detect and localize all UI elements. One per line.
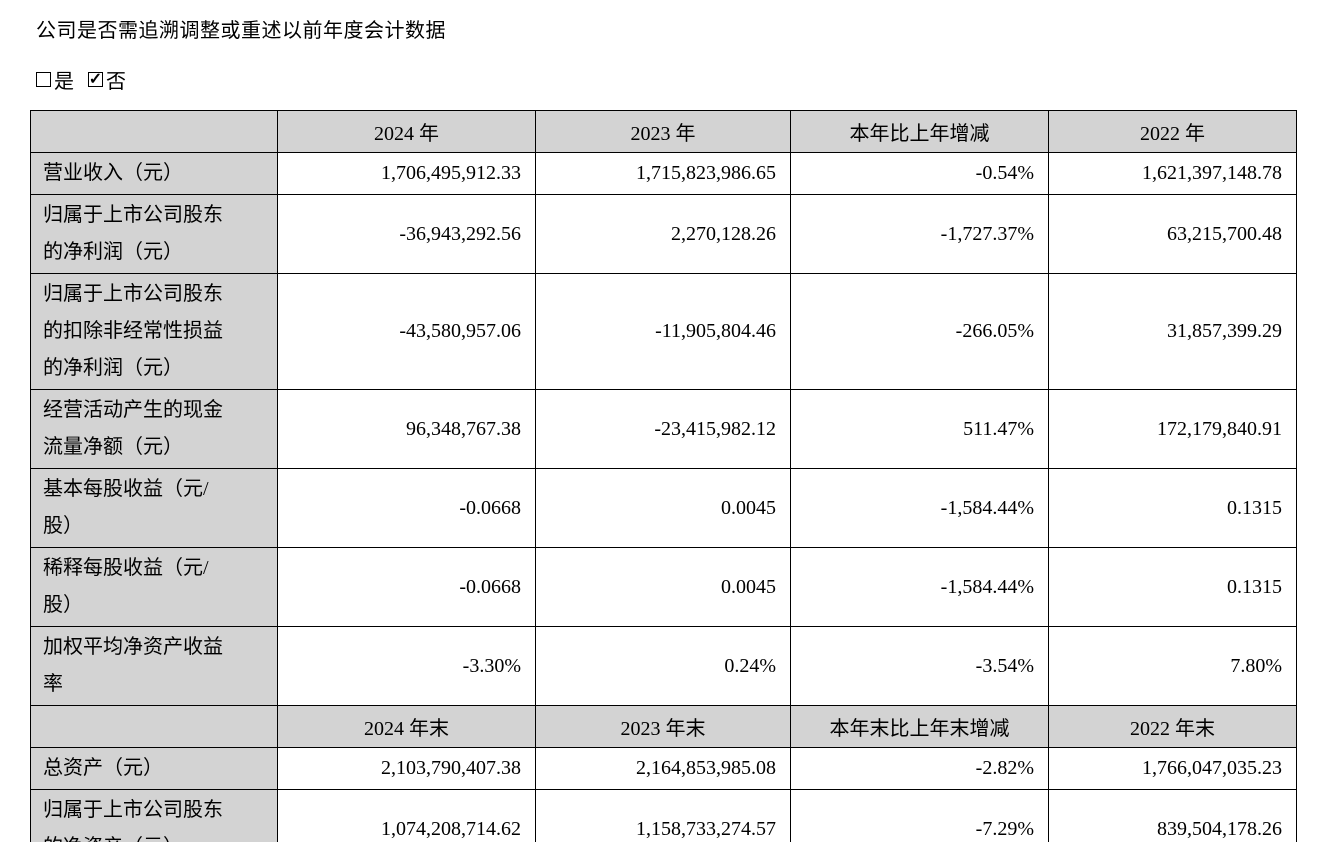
table-header-row: 2024 年末 2023 年末 本年末比上年末增减 2022 年末 — [30, 705, 1297, 748]
value-cell: -1,727.37% — [790, 194, 1049, 274]
row-label: 营业收入（元） — [30, 152, 278, 195]
financial-table-body: 2024 年 2023 年本年比上年增减 2022 年营业收入（元） 1,706,49… — [30, 110, 1297, 842]
value-cell: -36,943,292.56 — [277, 194, 536, 274]
value-cell: 2,103,790,407.38 — [277, 747, 536, 790]
financial-table: 2024 年 2023 年本年比上年增减 2022 年营业收入（元） 1,706,49… — [30, 110, 1297, 842]
row-label: 总资产（元） — [30, 747, 278, 790]
row-label: 基本每股收益（元/ 股） — [30, 468, 278, 548]
value-cell: 2,164,853,985.08 — [535, 747, 791, 790]
value-cell: 96,348,767.38 — [277, 389, 536, 469]
option-label: 否 — [106, 71, 126, 93]
checkbox-checked-icon: ✓ — [88, 70, 103, 88]
row-label: 归属于上市公司股东 的扣除非经常性损益 的净利润（元） — [30, 273, 278, 390]
value-cell: -3.54% — [790, 626, 1049, 706]
value-cell: 839,504,178.26 — [1048, 789, 1297, 842]
value-cell: -7.29% — [790, 789, 1049, 842]
value-cell: 2,270,128.26 — [535, 194, 791, 274]
value-cell: 0.0045 — [535, 468, 791, 548]
value-cell: -1,584.44% — [790, 468, 1049, 548]
table-row: 归属于上市公司股东 的净利润（元） -36,943,292.56 2,270,128… — [30, 194, 1297, 274]
value-cell: -1,584.44% — [790, 547, 1049, 627]
table-row: 总资产（元） 2,103,790,407.38 2,164,853,985.08 -2… — [30, 747, 1297, 790]
value-cell: -0.0668 — [277, 547, 536, 627]
value-cell: 511.47% — [790, 389, 1049, 469]
value-cell: 1,621,397,148.78 — [1048, 152, 1297, 195]
table-row: 稀释每股收益（元/ 股） -0.0668 0.0045 -1,584.44% 0.131… — [30, 547, 1297, 627]
value-cell: 0.1315 — [1048, 547, 1297, 627]
value-cell: 172,179,840.91 — [1048, 389, 1297, 469]
value-cell: 0.0045 — [535, 547, 791, 627]
value-cell: 0.24% — [535, 626, 791, 706]
option-yes: 是 — [36, 65, 74, 94]
table-row: 归属于上市公司股东 的扣除非经常性损益 的净利润（元） -43,580,957.0… — [30, 273, 1297, 390]
value-cell: 63,215,700.48 — [1048, 194, 1297, 274]
value-cell: -0.54% — [790, 152, 1049, 195]
value-cell: 1,074,208,714.62 — [277, 789, 536, 842]
table-row: 归属于上市公司股东 的净资产（元）1,074,208,714.621,158,7… — [30, 789, 1297, 842]
value-cell: 1,706,495,912.33 — [277, 152, 536, 195]
value-cell: -0.0668 — [277, 468, 536, 548]
option-no: ✓ 否 — [88, 65, 126, 94]
checkbox-unchecked-icon — [36, 72, 51, 87]
row-label: 归属于上市公司股东 的净资产（元） — [30, 789, 278, 842]
table-row: 经营活动产生的现金 流量净额（元） 96,348,767.38 -23,415,98… — [30, 389, 1297, 469]
value-cell: 1,766,047,035.23 — [1048, 747, 1297, 790]
column-header: 本年比上年增减 — [790, 110, 1049, 153]
value-cell: -11,905,804.46 — [535, 273, 791, 390]
value-cell: 1,158,733,274.57 — [535, 789, 791, 842]
row-label: 归属于上市公司股东 的净利润（元） — [30, 194, 278, 274]
value-cell: -23,415,982.12 — [535, 389, 791, 469]
value-cell: -266.05% — [790, 273, 1049, 390]
column-header: 2024 年末 — [277, 705, 536, 748]
corner-header-cell — [30, 705, 278, 748]
column-header: 本年末比上年末增减 — [790, 705, 1049, 748]
row-label: 稀释每股收益（元/ 股） — [30, 547, 278, 627]
corner-header-cell — [30, 110, 278, 153]
value-cell: 7.80% — [1048, 626, 1297, 706]
column-header: 2023 年末 — [535, 705, 791, 748]
value-cell: 31,857,399.29 — [1048, 273, 1297, 390]
value-cell: -2.82% — [790, 747, 1049, 790]
table-row: 基本每股收益（元/ 股） -0.0668 0.0045 -1,584.44% 0.131… — [30, 468, 1297, 548]
column-header: 2022 年 — [1048, 110, 1297, 153]
value-cell: -43,580,957.06 — [277, 273, 536, 390]
value-cell: 0.1315 — [1048, 468, 1297, 548]
restate-options: 是 ✓ 否 — [36, 65, 1296, 94]
row-label: 加权平均净资产收益 率 — [30, 626, 278, 706]
table-row: 营业收入（元） 1,706,495,912.33 1,715,823,986.65-… — [30, 152, 1297, 195]
row-label: 经营活动产生的现金 流量净额（元） — [30, 389, 278, 469]
value-cell: 1,715,823,986.65 — [535, 152, 791, 195]
table-header-row: 2024 年 2023 年本年比上年增减 2022 年 — [30, 110, 1297, 153]
value-cell: -3.30% — [277, 626, 536, 706]
column-header: 2024 年 — [277, 110, 536, 153]
column-header: 2022 年末 — [1048, 705, 1297, 748]
option-label: 是 — [54, 71, 74, 93]
column-header: 2023 年 — [535, 110, 791, 153]
table-row: 加权平均净资产收益 率 -3.30% 0.24% -3.54% 7.80% — [30, 626, 1297, 706]
page-title: 公司是否需追溯调整或重述以前年度会计数据 — [36, 20, 446, 42]
